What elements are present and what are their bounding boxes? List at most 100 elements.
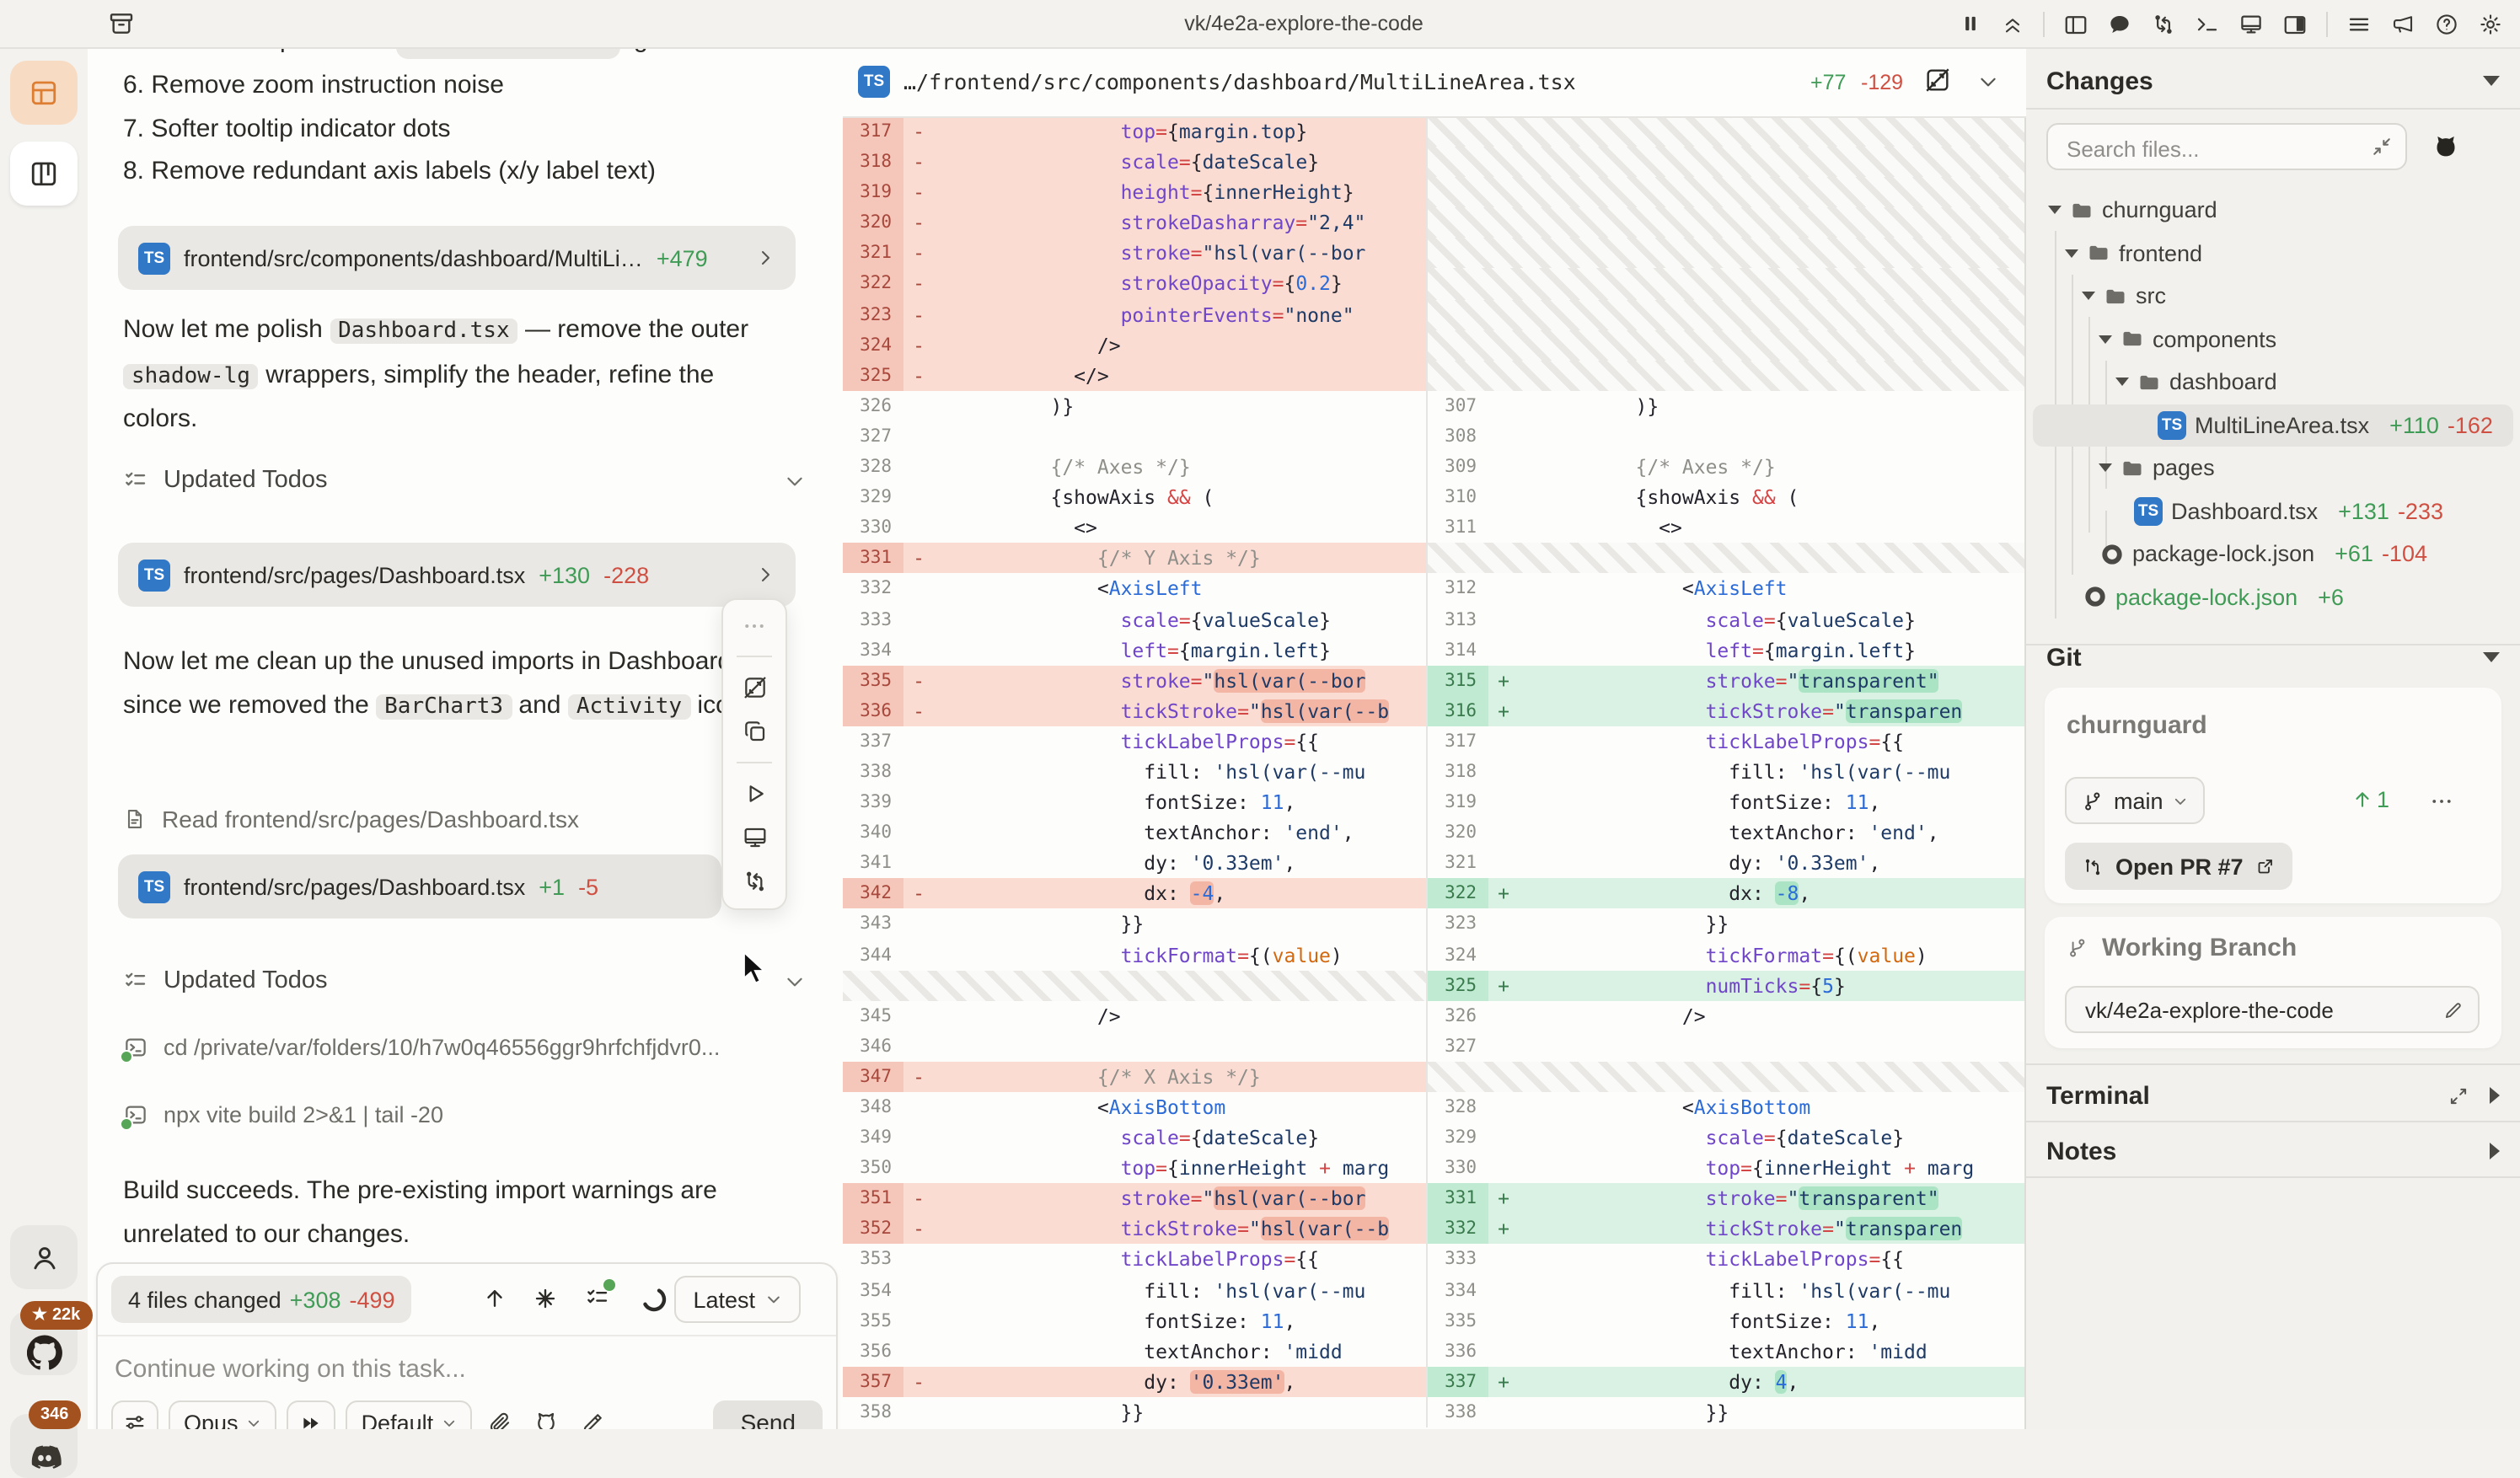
diff-side-new (1426, 269, 2026, 299)
line-number: 326 (843, 391, 903, 421)
line-number: 308 (1428, 421, 1488, 452)
terminal-command-row[interactable]: npx vite build 2>&1 | tail -20 (123, 1099, 806, 1129)
read-file-row[interactable]: Read frontend/src/pages/Dashboard.tsx (123, 804, 806, 834)
collapse-up-icon[interactable] (2001, 12, 2024, 35)
menu-icon[interactable] (2346, 11, 2372, 36)
branch-dropdown[interactable]: main (2065, 777, 2206, 824)
file-tree-item[interactable]: dashboard (2026, 361, 2520, 404)
code-line: scale={dateScale} (1519, 1122, 2026, 1153)
changes-title: Changes (2046, 67, 2153, 95)
diff-side-new: 335 fontSize: 11, (1426, 1305, 2026, 1336)
files-changed-pill[interactable]: 4 files changed +308 -499 (111, 1276, 412, 1323)
diff-side-new (1426, 1062, 2026, 1092)
fast-forward-button[interactable] (287, 1400, 336, 1429)
file-change-chip[interactable]: TS frontend/src/pages/Dashboard.tsx +1 -… (118, 854, 721, 918)
pen-icon[interactable] (575, 1410, 610, 1429)
git-section-header[interactable]: Git (2046, 635, 2500, 679)
scroll-up-icon[interactable] (482, 1286, 507, 1311)
file-tree-item[interactable]: frontend (2026, 232, 2520, 275)
mode-dropdown[interactable]: Default (346, 1400, 473, 1429)
diff-side-old: 332 <AxisLeft (843, 574, 1426, 604)
message-input[interactable] (111, 1348, 759, 1389)
settings-gear-icon[interactable] (2478, 11, 2503, 36)
repo-name: churnguard (2067, 711, 2207, 740)
pause-icon[interactable] (1959, 12, 1982, 35)
monitor-icon[interactable] (2239, 11, 2264, 36)
chat-bubble-icon[interactable] (2107, 11, 2132, 36)
updated-todos-row[interactable]: Updated Todos (123, 964, 806, 998)
terminal-section-header[interactable]: Terminal (2046, 1074, 2500, 1117)
working-branch-field[interactable] (2065, 986, 2480, 1033)
expand-triangle-icon (2115, 378, 2129, 387)
clipped-message-fragment: p g (123, 47, 809, 59)
file-tree-item[interactable]: TSMultiLineArea.tsx+110-162 (2033, 404, 2513, 447)
file-tree-item[interactable]: package-lock.json+6 (2026, 576, 2520, 619)
help-icon[interactable] (2434, 11, 2459, 36)
terminal-icon[interactable] (2195, 11, 2220, 36)
model-dropdown[interactable]: Opus (169, 1400, 277, 1429)
more-options-icon[interactable] (742, 613, 767, 639)
search-files-box[interactable] (2046, 123, 2407, 170)
line-number: 347 (843, 1062, 903, 1092)
search-input[interactable] (2063, 135, 2340, 163)
line-number: 349 (843, 1122, 903, 1153)
megaphone-icon[interactable] (2390, 11, 2415, 36)
file-tree-item[interactable]: components (2026, 318, 2520, 361)
git-compare-icon[interactable] (2151, 11, 2176, 36)
working-branch-input[interactable] (2082, 995, 2409, 1024)
cat-agent-icon[interactable] (528, 1409, 565, 1429)
diff-side-old: 346 (843, 1031, 1426, 1062)
monitor-icon[interactable] (741, 824, 768, 851)
spark-icon[interactable] (533, 1286, 558, 1311)
diff-table[interactable]: 317- top={margin.top}318- scale={dateSca… (843, 116, 2026, 1429)
diff-side-old: 317- top={margin.top} (843, 116, 1426, 147)
file-tree-item[interactable]: src (2026, 275, 2520, 318)
open-pr-button[interactable]: Open PR #7 (2065, 843, 2292, 890)
diff-side-old: 351- stroke="hsl(var(--bor (843, 1184, 1426, 1214)
git-compare-icon[interactable] (741, 868, 768, 895)
attach-icon[interactable] (482, 1410, 517, 1429)
terminal-command-row[interactable]: cd /private/var/folders/10/h7w0q46556ggr… (123, 1031, 806, 1062)
file-change-chip[interactable]: TS frontend/src/pages/Dashboard.tsx +130… (118, 543, 796, 607)
diff-row: 354 fill: 'hsl(var(--mu334 fill: 'hsl(va… (843, 1275, 2026, 1305)
folder-icon (2137, 371, 2161, 394)
copy-icon[interactable] (741, 718, 768, 745)
diff-sign (903, 604, 934, 635)
account-button[interactable] (10, 1225, 78, 1289)
more-options-icon[interactable] (2429, 789, 2454, 814)
panel-left-icon[interactable] (2063, 11, 2088, 36)
diff-side-new: 330 top={innerHeight + marg (1426, 1153, 2026, 1183)
sidebar-item-layout[interactable] (10, 61, 78, 125)
todo-list-icon[interactable] (585, 1286, 610, 1311)
updated-todos-row[interactable]: Updated Todos (123, 463, 806, 497)
diff-row: 318- scale={dateScale} (843, 147, 2026, 177)
line-number: 323 (843, 299, 903, 329)
line-number: 332 (1428, 1214, 1488, 1245)
line-number: 348 (843, 1092, 903, 1122)
run-play-icon[interactable] (741, 780, 768, 807)
version-label: Latest (693, 1287, 755, 1312)
file-tree-item[interactable]: TSDashboard.tsx+131-233 (2026, 490, 2520, 533)
commits-ahead: 1 (2351, 787, 2389, 812)
model-settings-button[interactable] (111, 1400, 158, 1429)
file-tree-item[interactable]: pages (2026, 447, 2520, 490)
edit-pencil-icon[interactable] (2442, 999, 2464, 1020)
file-change-chip[interactable]: TS frontend/src/components/dashboard/Mul… (118, 226, 796, 290)
cat-agent-icon[interactable] (2431, 131, 2461, 162)
panel-right-icon[interactable] (2282, 11, 2308, 36)
expand-icon[interactable] (2448, 1084, 2469, 1106)
send-button[interactable]: Send (714, 1400, 823, 1429)
inline-code-chip: Dashboard.tsx (330, 319, 518, 344)
diff-mode-icon[interactable] (1923, 66, 1952, 94)
sidebar-item-board[interactable] (10, 142, 78, 206)
version-dropdown[interactable]: Latest (674, 1276, 801, 1323)
diff-side-old: 323- pointerEvents="none" (843, 299, 1426, 329)
file-tree-item[interactable]: package-lock.json+61-104 (2026, 533, 2520, 576)
notes-section-header[interactable]: Notes (2046, 1129, 2500, 1173)
diff-view-icon[interactable] (741, 674, 768, 701)
file-tree-item[interactable]: churnguard (2026, 189, 2520, 232)
chevron-down-icon[interactable] (1977, 71, 1999, 93)
collapse-tree-icon[interactable] (2370, 135, 2394, 158)
changes-section-header[interactable]: Changes (2046, 59, 2500, 103)
arrow-up-icon (2351, 789, 2373, 811)
